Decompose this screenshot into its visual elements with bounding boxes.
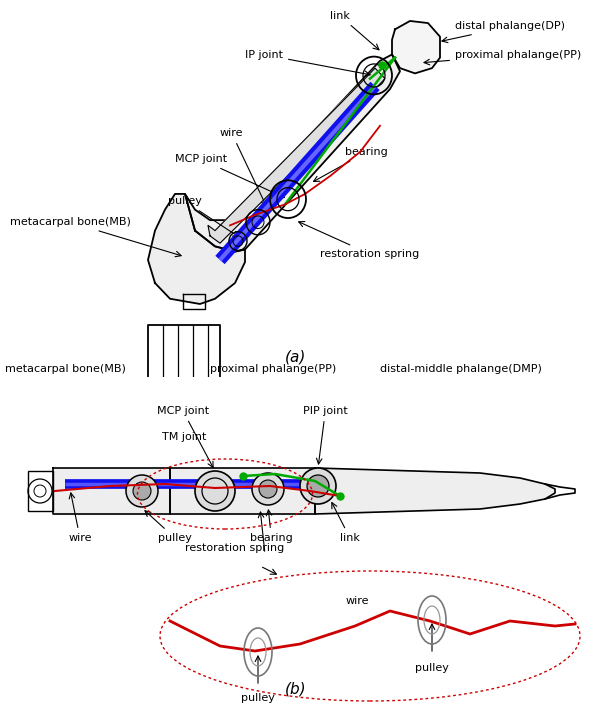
Text: PIP joint: PIP joint [303, 406, 348, 464]
Polygon shape [392, 21, 440, 73]
Circle shape [307, 475, 329, 497]
Circle shape [202, 478, 228, 504]
Circle shape [133, 482, 151, 500]
Polygon shape [148, 194, 245, 304]
Text: TM joint: TM joint [162, 432, 206, 442]
Text: MCP joint: MCP joint [157, 406, 213, 468]
Text: proximal phalange(PP): proximal phalange(PP) [210, 364, 336, 374]
Text: proximal phalange(PP): proximal phalange(PP) [424, 50, 581, 65]
Text: bearing: bearing [250, 510, 293, 543]
Text: restoration spring: restoration spring [299, 221, 419, 259]
Text: wire: wire [220, 128, 266, 206]
Text: IP joint: IP joint [245, 50, 370, 76]
Polygon shape [170, 468, 315, 514]
Text: pulley: pulley [415, 663, 449, 673]
Text: distal phalange(DP): distal phalange(DP) [442, 21, 565, 43]
Circle shape [300, 468, 336, 504]
Text: MCP joint: MCP joint [175, 155, 284, 198]
Bar [28, 471, 53, 511]
Circle shape [126, 475, 158, 507]
Circle shape [252, 473, 284, 505]
Text: metacarpal bone(MB): metacarpal bone(MB) [10, 217, 181, 257]
Circle shape [195, 471, 235, 511]
Polygon shape [185, 55, 400, 251]
Text: distal-middle phalange(DMP): distal-middle phalange(DMP) [380, 364, 542, 374]
Text: pulley: pulley [241, 693, 275, 703]
Text: (a): (a) [285, 350, 307, 365]
Text: restoration spring: restoration spring [185, 543, 284, 553]
Text: pulley: pulley [145, 511, 192, 543]
Text: pulley: pulley [168, 197, 239, 237]
Text: metacarpal bone(MB): metacarpal bone(MB) [5, 364, 126, 374]
Text: bearing: bearing [314, 147, 388, 182]
Text: wire: wire [68, 493, 92, 543]
Text: link: link [330, 11, 379, 50]
Circle shape [259, 480, 277, 498]
Text: (b): (b) [285, 682, 307, 697]
Polygon shape [53, 468, 170, 514]
Text: link: link [332, 503, 360, 543]
Polygon shape [315, 468, 555, 514]
Polygon shape [208, 68, 385, 244]
Text: wire: wire [345, 596, 369, 606]
